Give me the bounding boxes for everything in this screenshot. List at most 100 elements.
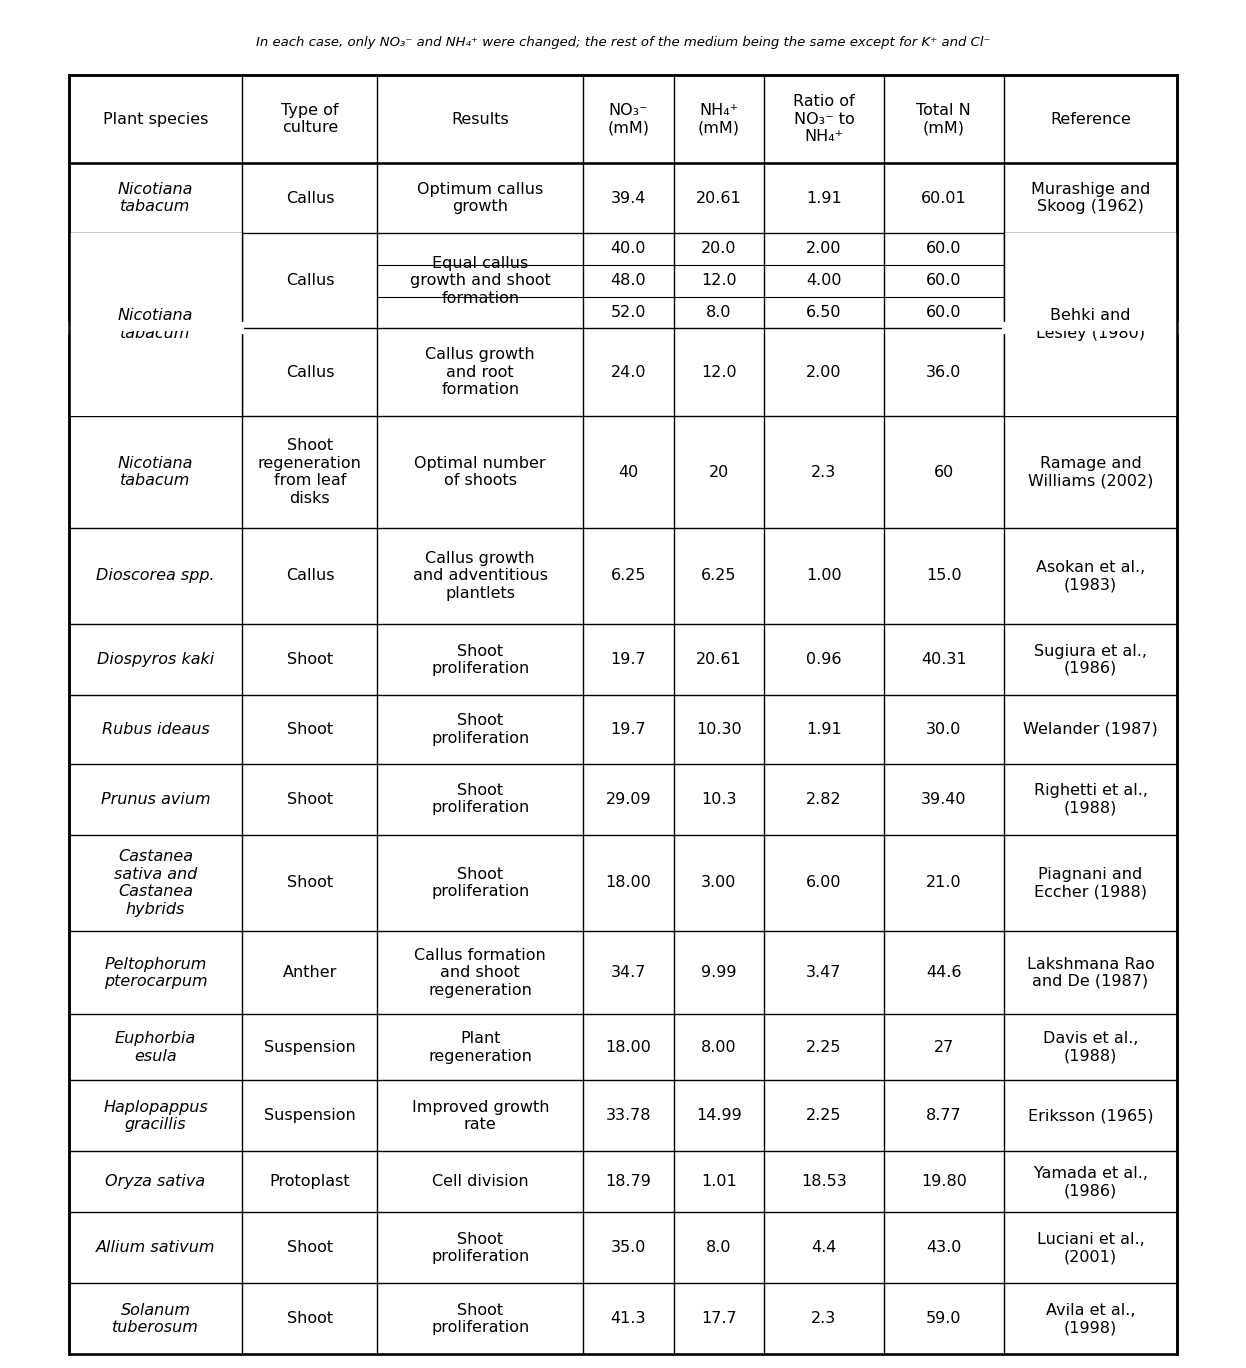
- Text: 20.0: 20.0: [701, 241, 736, 256]
- Text: Suspension: Suspension: [264, 1040, 356, 1055]
- Text: In each case, only NO₃⁻ and NH₄⁺ were changed; the rest of the medium being the : In each case, only NO₃⁻ and NH₄⁺ were ch…: [255, 36, 991, 49]
- Text: Cell division: Cell division: [432, 1174, 528, 1189]
- Text: Shoot
proliferation: Shoot proliferation: [431, 1231, 530, 1264]
- Text: 1.00: 1.00: [806, 569, 842, 584]
- Text: 39.40: 39.40: [921, 792, 967, 807]
- Bar: [69, 75, 1177, 1354]
- Text: 40.31: 40.31: [921, 653, 967, 668]
- Bar: [69, 326, 243, 331]
- Text: Solanum
tuberosum: Solanum tuberosum: [112, 1302, 199, 1335]
- Text: 10.30: 10.30: [697, 722, 741, 737]
- Text: 29.09: 29.09: [606, 792, 652, 807]
- Text: 19.7: 19.7: [611, 653, 647, 668]
- Text: Oryza sativa: Oryza sativa: [106, 1174, 206, 1189]
- Text: Callus growth
and adventitious
plantlets: Callus growth and adventitious plantlets: [412, 551, 548, 601]
- Text: Shoot
proliferation: Shoot proliferation: [431, 782, 530, 815]
- Text: 2.25: 2.25: [806, 1108, 841, 1123]
- Text: Plant species: Plant species: [102, 112, 208, 127]
- Text: 48.0: 48.0: [611, 274, 647, 289]
- Text: Optimum callus
growth: Optimum callus growth: [417, 182, 543, 215]
- Text: 6.25: 6.25: [611, 569, 645, 584]
- Text: 2.3: 2.3: [811, 1312, 836, 1327]
- Text: Luciani et al.,
(2001): Luciani et al., (2001): [1037, 1231, 1144, 1264]
- Text: Castanea
sativa and
Castanea
hybrids: Castanea sativa and Castanea hybrids: [113, 850, 197, 917]
- Text: 8.77: 8.77: [926, 1108, 962, 1123]
- Text: 1.91: 1.91: [806, 722, 842, 737]
- Text: Diospyros kaki: Diospyros kaki: [97, 653, 214, 668]
- Text: 27: 27: [933, 1040, 954, 1055]
- Text: 35.0: 35.0: [611, 1241, 645, 1256]
- Text: Shoot: Shoot: [287, 722, 333, 737]
- Text: Plant
regeneration: Plant regeneration: [429, 1031, 532, 1063]
- Text: Ramage and
Williams (2002): Ramage and Williams (2002): [1028, 456, 1154, 488]
- Text: Shoot
regeneration
from leaf
disks: Shoot regeneration from leaf disks: [258, 439, 361, 506]
- Text: 0.96: 0.96: [806, 653, 841, 668]
- Text: 20: 20: [709, 465, 729, 480]
- Text: 19.7: 19.7: [611, 722, 647, 737]
- Text: Type of
culture: Type of culture: [282, 103, 339, 135]
- Text: Welander (1987): Welander (1987): [1023, 722, 1158, 737]
- Text: 43.0: 43.0: [926, 1241, 962, 1256]
- Text: Asokan et al.,
(1983): Asokan et al., (1983): [1035, 560, 1145, 592]
- Text: 4.4: 4.4: [811, 1241, 836, 1256]
- Text: 1.91: 1.91: [806, 190, 842, 205]
- Text: 20.61: 20.61: [695, 190, 741, 205]
- Text: Shoot
proliferation: Shoot proliferation: [431, 867, 530, 899]
- Text: Callus: Callus: [285, 274, 334, 289]
- Text: 41.3: 41.3: [611, 1312, 645, 1327]
- Text: 2.00: 2.00: [806, 241, 841, 256]
- Text: 3.47: 3.47: [806, 966, 841, 981]
- Text: Haplopappus
gracillis: Haplopappus gracillis: [103, 1100, 208, 1133]
- Text: NO₃⁻
(mM): NO₃⁻ (mM): [607, 103, 649, 135]
- Text: Reference: Reference: [1050, 112, 1131, 127]
- Text: Murashige and
Skoog (1962): Murashige and Skoog (1962): [1030, 182, 1150, 215]
- Text: Dioscorea spp.: Dioscorea spp.: [96, 569, 214, 584]
- Text: 60.0: 60.0: [926, 274, 962, 289]
- Text: 39.4: 39.4: [611, 190, 645, 205]
- Text: 40.0: 40.0: [611, 241, 645, 256]
- Text: 8.0: 8.0: [706, 305, 731, 320]
- Text: Callus growth
and root
formation: Callus growth and root formation: [425, 347, 535, 397]
- Text: 17.7: 17.7: [701, 1312, 736, 1327]
- Text: Nicotiana
tabacum: Nicotiana tabacum: [118, 456, 193, 488]
- Text: 59.0: 59.0: [926, 1312, 962, 1327]
- Text: Eriksson (1965): Eriksson (1965): [1028, 1108, 1154, 1123]
- Text: NH₄⁺
(mM): NH₄⁺ (mM): [698, 103, 740, 135]
- Text: 24.0: 24.0: [611, 365, 645, 380]
- Text: 9.99: 9.99: [701, 966, 736, 981]
- Text: 30.0: 30.0: [926, 722, 962, 737]
- Text: 2.3: 2.3: [811, 465, 836, 480]
- Text: Callus: Callus: [285, 569, 334, 584]
- Text: 44.6: 44.6: [926, 966, 962, 981]
- Text: Protoplast: Protoplast: [269, 1174, 350, 1189]
- Text: Nicotiana
tabacum: Nicotiana tabacum: [118, 182, 193, 215]
- Bar: [1003, 326, 1177, 331]
- Text: 19.80: 19.80: [921, 1174, 967, 1189]
- Text: Righetti et al.,
(1988): Righetti et al., (1988): [1033, 782, 1148, 815]
- Text: Shoot: Shoot: [287, 1312, 333, 1327]
- Text: 18.79: 18.79: [606, 1174, 652, 1189]
- Text: 6.00: 6.00: [806, 876, 841, 891]
- Text: 34.7: 34.7: [611, 966, 645, 981]
- Text: Results: Results: [451, 112, 510, 127]
- Text: 18.00: 18.00: [606, 1040, 652, 1055]
- Text: Sugiura et al.,
(1986): Sugiura et al., (1986): [1034, 643, 1148, 676]
- Text: Lakshmana Rao
and De (1987): Lakshmana Rao and De (1987): [1027, 956, 1154, 989]
- Text: 8.00: 8.00: [701, 1040, 736, 1055]
- Text: 12.0: 12.0: [701, 274, 736, 289]
- Text: 52.0: 52.0: [611, 305, 645, 320]
- Bar: [69, 233, 243, 416]
- Text: Optimal number
of shoots: Optimal number of shoots: [415, 456, 546, 488]
- Text: Suspension: Suspension: [264, 1108, 356, 1123]
- Text: 10.3: 10.3: [701, 792, 736, 807]
- Text: Davis et al.,
(1988): Davis et al., (1988): [1043, 1031, 1139, 1063]
- Text: Callus: Callus: [285, 365, 334, 380]
- Text: 20.61: 20.61: [695, 653, 741, 668]
- Text: Nicotiana
tabacum: Nicotiana tabacum: [118, 309, 193, 341]
- Text: Callus formation
and shoot
regeneration: Callus formation and shoot regeneration: [415, 948, 546, 997]
- Text: Improved growth
rate: Improved growth rate: [411, 1100, 549, 1133]
- Text: 2.82: 2.82: [806, 792, 842, 807]
- Text: 1.01: 1.01: [700, 1174, 736, 1189]
- Text: Prunus avium: Prunus avium: [101, 792, 211, 807]
- Text: 6.50: 6.50: [806, 305, 841, 320]
